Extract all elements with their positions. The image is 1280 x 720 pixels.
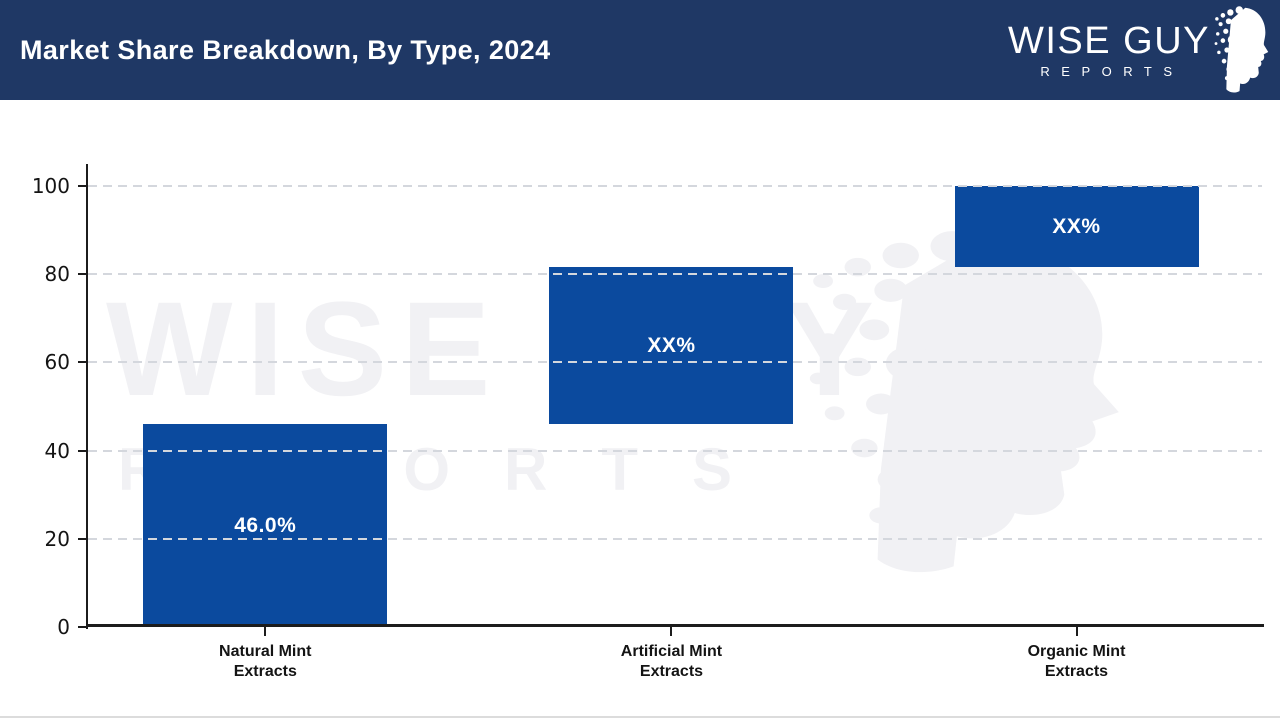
y-tick-label-100: 100 bbox=[31, 174, 70, 199]
logo-subtext: REPORTS bbox=[1040, 64, 1184, 79]
y-tick-label-0: 0 bbox=[57, 615, 70, 639]
x-tick-2 bbox=[670, 627, 673, 636]
gridline-100 bbox=[88, 185, 1262, 188]
header-bar: Market Share Breakdown, By Type, 2024 WI… bbox=[0, 0, 1280, 100]
gridline-60 bbox=[88, 361, 1262, 364]
y-tick-40 bbox=[78, 449, 87, 452]
y-tick-80 bbox=[78, 273, 87, 276]
logo-head-icon bbox=[1214, 6, 1269, 93]
wiseguy-logo: WISE GUY REPORTS bbox=[1008, 0, 1278, 100]
bar-value-label-1: 46.0% bbox=[234, 513, 297, 537]
bar-2: XX% bbox=[549, 267, 794, 425]
plot-area: 0 20 40 60 80 100 46.0% Natural Mint Extracts XX%… bbox=[32, 164, 1264, 680]
bar-3: XX% bbox=[954, 186, 1199, 268]
y-tick-20 bbox=[78, 537, 87, 540]
category-label-3: Organic Mint Extracts bbox=[1027, 643, 1126, 680]
bar-value-label-3: XX% bbox=[1052, 214, 1101, 238]
page-title: Market Share Breakdown, By Type, 2024 bbox=[20, 34, 551, 65]
bottom-rule bbox=[0, 716, 1280, 718]
gridline-20 bbox=[88, 537, 1262, 540]
x-axis-line bbox=[86, 624, 1264, 627]
y-tick-0 bbox=[78, 626, 87, 628]
category-label-1: Natural Mint Extracts bbox=[219, 643, 312, 680]
y-tick-label-20: 20 bbox=[44, 526, 70, 551]
x-tick-1 bbox=[264, 627, 267, 636]
y-tick-label-80: 80 bbox=[44, 262, 70, 287]
y-axis-line bbox=[86, 164, 88, 629]
gridline-80 bbox=[88, 273, 1262, 276]
y-tick-60 bbox=[78, 361, 87, 364]
gridline-40 bbox=[88, 449, 1262, 452]
category-label-2: Artificial Mint Extracts bbox=[620, 643, 723, 680]
logo-wordmark: WISE GUY bbox=[1007, 20, 1210, 62]
y-tick-label-40: 40 bbox=[44, 438, 70, 463]
y-tick-label-60: 60 bbox=[44, 350, 70, 375]
logo-text: WISE GUY REPORTS bbox=[1008, 21, 1210, 79]
y-tick-100 bbox=[78, 185, 87, 188]
x-tick-3 bbox=[1075, 627, 1078, 636]
bar-value-label-2: XX% bbox=[647, 333, 696, 357]
bar-1: 46.0% bbox=[143, 424, 388, 627]
